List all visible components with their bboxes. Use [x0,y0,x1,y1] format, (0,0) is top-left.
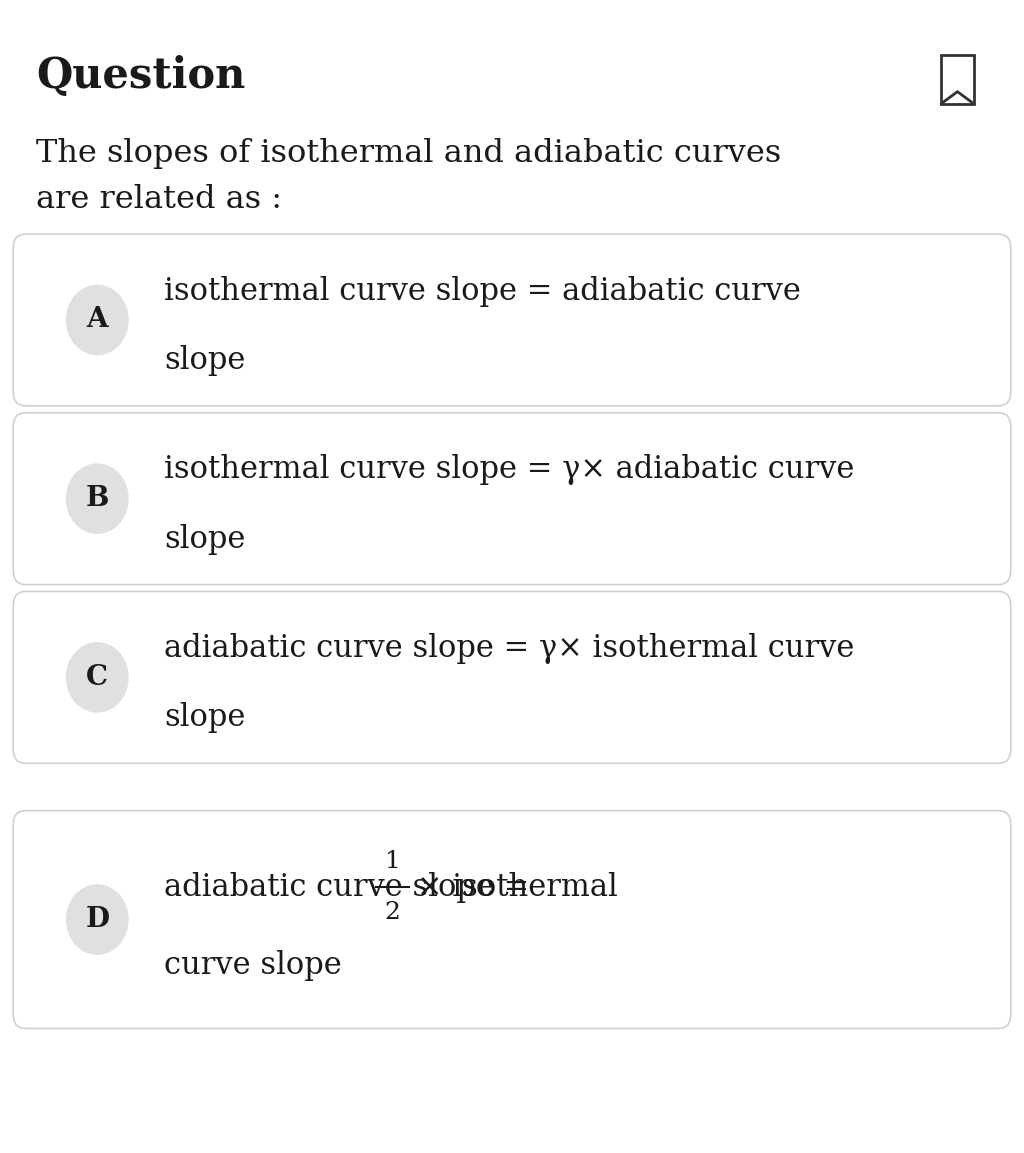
Circle shape [67,643,128,713]
Text: are related as :: are related as : [36,184,282,216]
Text: C: C [86,664,109,691]
FancyBboxPatch shape [13,811,1011,1028]
Circle shape [67,285,128,355]
Text: 1: 1 [385,851,400,873]
Circle shape [67,886,128,955]
Circle shape [67,464,128,533]
Text: slope: slope [164,702,245,733]
Text: isothermal curve slope = γ× adiabatic curve: isothermal curve slope = γ× adiabatic cu… [164,454,854,485]
Text: Question: Question [36,55,245,97]
FancyBboxPatch shape [13,413,1011,585]
Text: adiabatic curve slope =: adiabatic curve slope = [164,872,539,903]
Text: curve slope: curve slope [164,950,342,981]
Text: adiabatic curve slope = γ× isothermal curve: adiabatic curve slope = γ× isothermal cu… [164,633,854,664]
Text: The slopes of isothermal and adiabatic curves: The slopes of isothermal and adiabatic c… [36,138,781,169]
Text: 2: 2 [384,902,400,924]
Text: slope: slope [164,523,245,555]
Text: × isothermal: × isothermal [417,872,617,903]
Text: B: B [86,485,109,512]
Text: D: D [85,906,110,933]
Text: isothermal curve slope = adiabatic curve: isothermal curve slope = adiabatic curve [164,276,801,307]
Text: slope: slope [164,345,245,376]
FancyBboxPatch shape [13,234,1011,406]
FancyBboxPatch shape [13,591,1011,763]
Text: A: A [86,307,109,333]
